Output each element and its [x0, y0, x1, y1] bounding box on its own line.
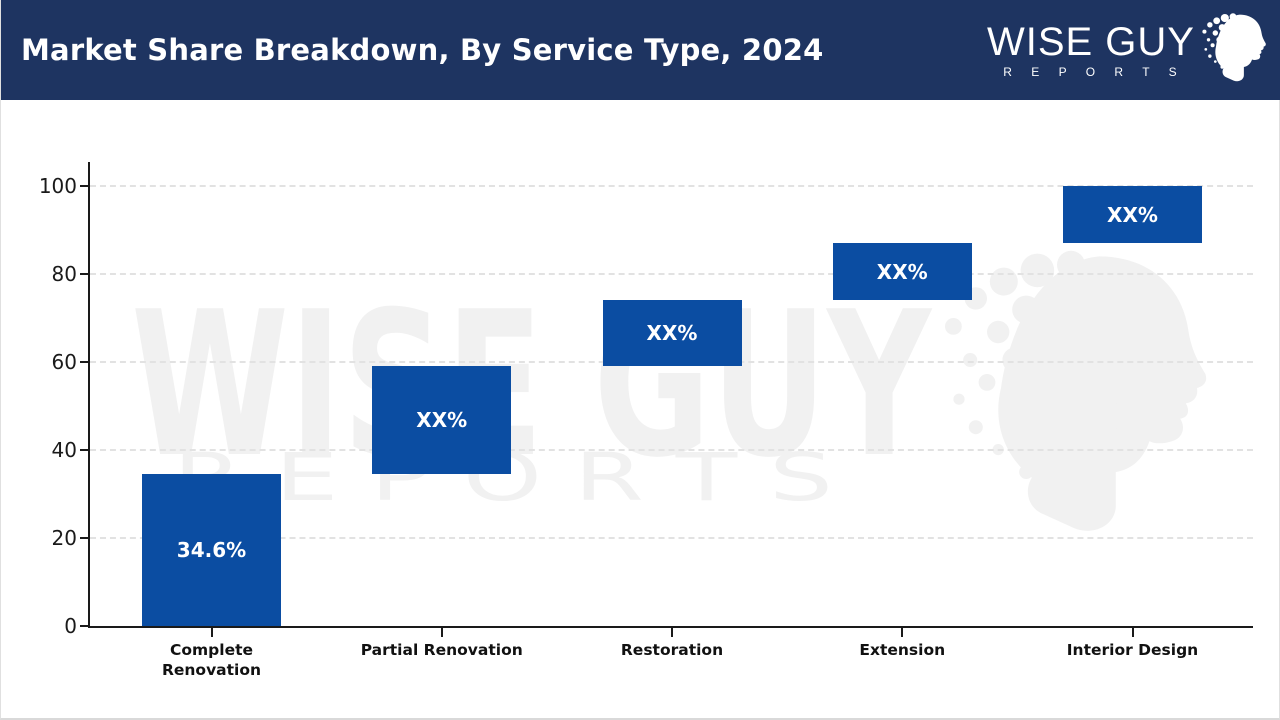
bar-segment: XX%: [832, 243, 972, 301]
x-tick-label: Interior Design: [1066, 641, 1199, 659]
y-axis-line: [88, 162, 90, 628]
gridline: [90, 537, 1253, 539]
bar-value-label: 34.6%: [176, 537, 247, 562]
y-tick-mark: [80, 185, 89, 187]
gridline: [90, 273, 1253, 275]
y-tick-mark: [80, 625, 89, 627]
y-tick-label: 0: [64, 614, 77, 638]
bar-value-label: XX%: [416, 408, 468, 433]
y-tick-mark: [80, 361, 89, 363]
logo-text: WISE GUY R E P O R T S: [987, 22, 1195, 78]
y-tick-mark: [80, 273, 89, 275]
x-tick-mark: [901, 628, 904, 637]
wise-guy-logo: WISE GUY R E P O R T S: [987, 7, 1267, 93]
y-tick-label: 100: [38, 174, 77, 198]
y-tick-mark: [80, 537, 89, 539]
bar-segment: XX%: [1063, 186, 1202, 244]
bar-segment: 34.6%: [142, 473, 281, 626]
y-tick-mark: [80, 449, 89, 451]
y-tick-label: 20: [51, 526, 77, 550]
bar-segment: XX%: [602, 300, 742, 367]
header-bar: Market Share Breakdown, By Service Type,…: [1, 0, 1280, 100]
x-tick-mark: [671, 628, 673, 637]
page-title: Market Share Breakdown, By Service Type,…: [21, 33, 824, 67]
x-tick-label: Partial Renovation: [360, 641, 523, 659]
gridline: [90, 185, 1253, 187]
x-tick-label: Restoration: [620, 641, 724, 659]
bar-value-label: XX%: [646, 321, 698, 346]
y-tick-label: 60: [51, 350, 77, 374]
x-tick-mark: [440, 628, 443, 637]
y-tick-label: 40: [51, 438, 77, 462]
y-tick-label: 80: [51, 262, 77, 286]
logo-subtitle: R E P O R T S: [1003, 65, 1185, 79]
x-axis-line: [88, 626, 1253, 628]
bar-segment: XX%: [372, 366, 512, 474]
logo-wordmark: WISE GUY: [986, 20, 1195, 64]
x-tick-label: Extension: [859, 641, 946, 659]
gridline: [90, 449, 1253, 451]
bar-value-label: XX%: [1107, 202, 1158, 227]
bar-value-label: XX%: [876, 259, 928, 284]
x-tick-mark: [1131, 628, 1134, 637]
x-tick-label: Complete Renovation: [161, 641, 262, 679]
x-tick-mark: [210, 628, 213, 637]
